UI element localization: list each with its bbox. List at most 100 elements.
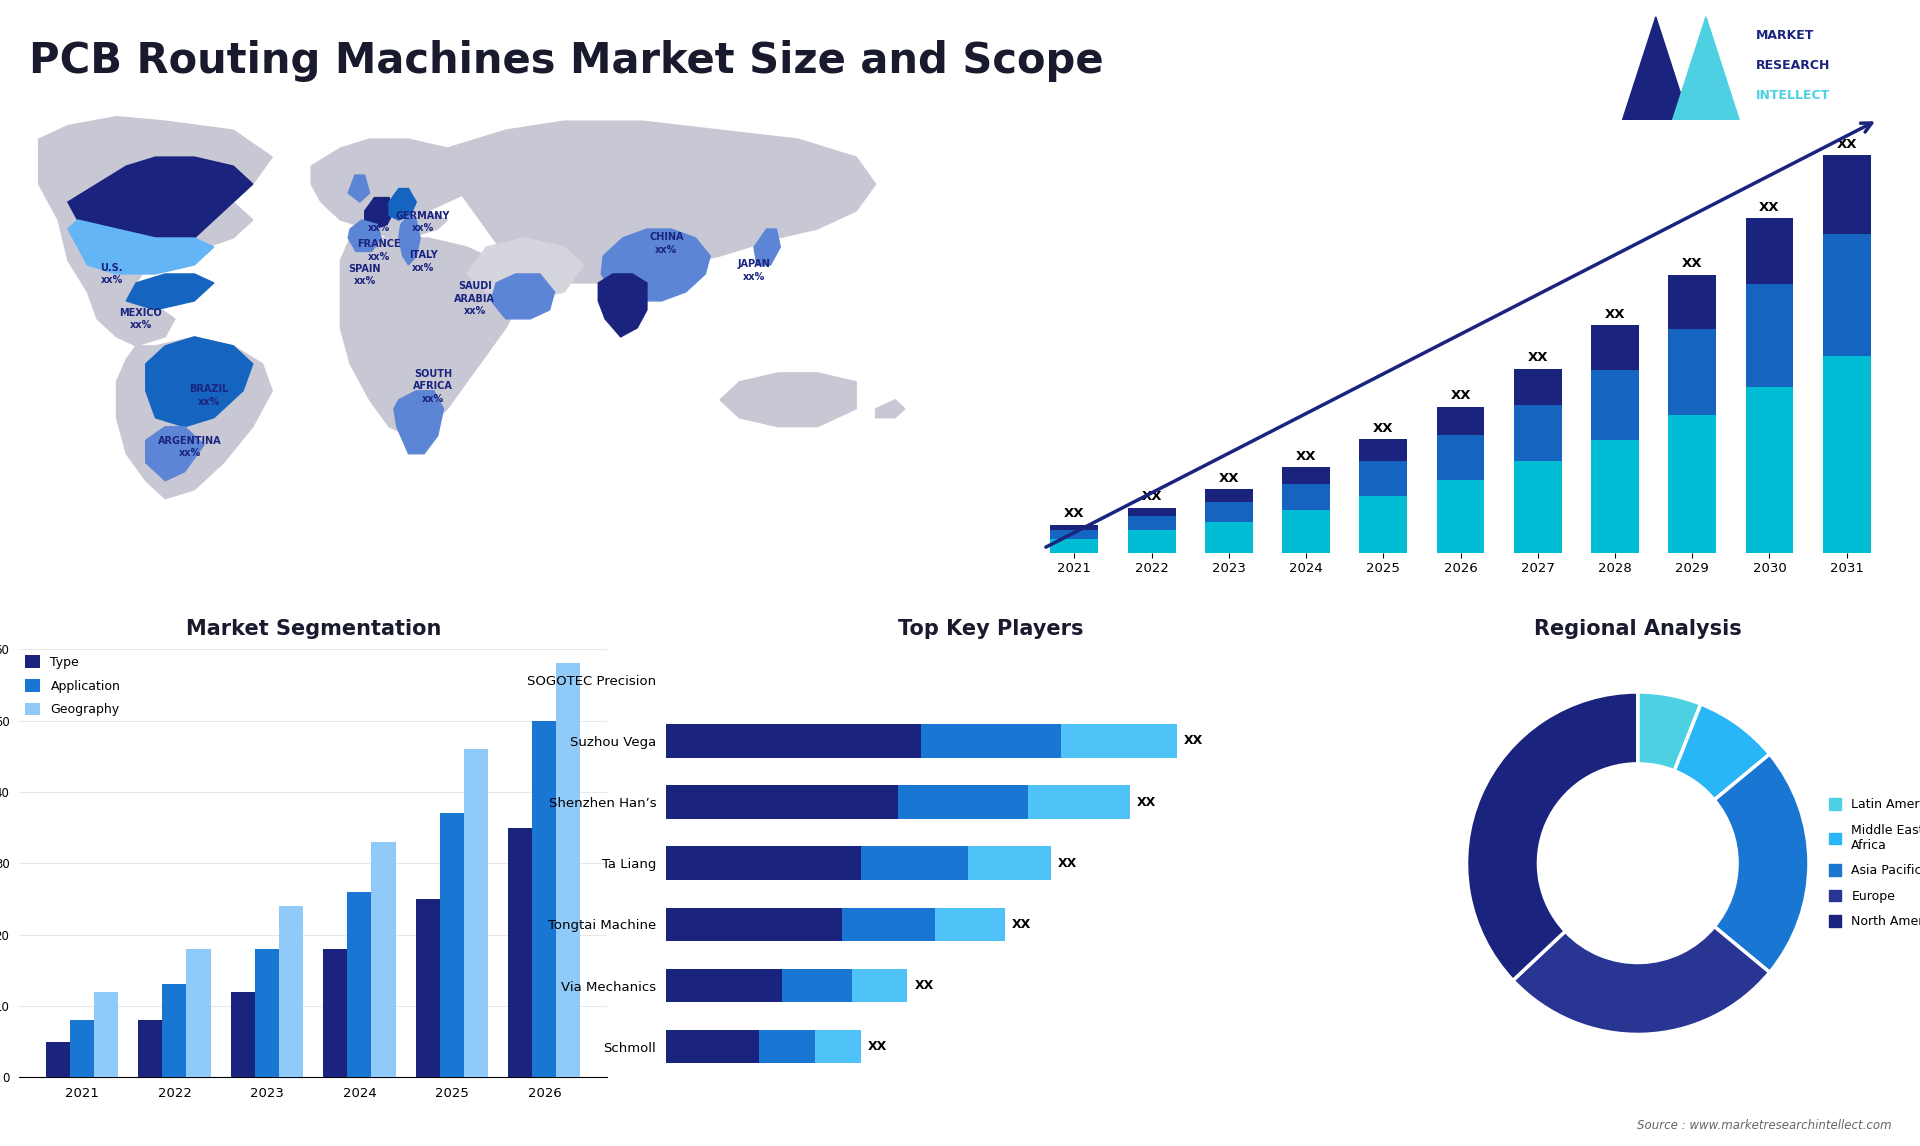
- Polygon shape: [1672, 17, 1740, 120]
- Text: CANADA
xx%: CANADA xx%: [127, 206, 173, 229]
- Text: ITALY
xx%: ITALY xx%: [409, 250, 438, 273]
- Polygon shape: [67, 220, 213, 274]
- Polygon shape: [599, 274, 647, 337]
- Text: XX: XX: [1450, 390, 1471, 402]
- Bar: [1283, 484, 1331, 510]
- Polygon shape: [876, 400, 904, 418]
- Bar: [1283, 466, 1331, 484]
- Polygon shape: [467, 238, 584, 301]
- Bar: [1359, 462, 1407, 496]
- Bar: [666, 1030, 758, 1063]
- Bar: [46, 1042, 69, 1077]
- Bar: [968, 847, 1052, 880]
- Polygon shape: [67, 157, 253, 238]
- Text: XX: XX: [1528, 352, 1548, 364]
- Text: XX: XX: [1605, 308, 1624, 321]
- Text: SAUDI
ARABIA
xx%: SAUDI ARABIA xx%: [455, 281, 495, 316]
- Text: XX: XX: [1682, 258, 1703, 270]
- Text: XX: XX: [1137, 795, 1156, 809]
- Bar: [1822, 356, 1870, 552]
- Bar: [1513, 369, 1561, 406]
- Bar: [94, 991, 117, 1077]
- Text: MARKET: MARKET: [1757, 30, 1814, 42]
- Text: INTELLECT: INTELLECT: [1757, 89, 1830, 102]
- Polygon shape: [447, 121, 876, 283]
- Text: XX: XX: [1012, 918, 1031, 931]
- Polygon shape: [117, 337, 273, 499]
- Wedge shape: [1715, 754, 1809, 972]
- Polygon shape: [127, 274, 213, 309]
- Text: JAPAN
xx%: JAPAN xx%: [737, 259, 770, 282]
- Bar: [666, 908, 843, 941]
- Bar: [666, 968, 781, 1003]
- Polygon shape: [601, 229, 710, 301]
- Bar: [1436, 479, 1484, 552]
- Polygon shape: [146, 337, 253, 426]
- Polygon shape: [399, 215, 420, 265]
- Bar: [899, 785, 1027, 819]
- Title: Market Segmentation: Market Segmentation: [186, 619, 442, 639]
- Wedge shape: [1513, 926, 1770, 1035]
- Bar: [348, 892, 371, 1077]
- Text: SOUTH
AFRICA
xx%: SOUTH AFRICA xx%: [413, 369, 453, 403]
- Bar: [278, 906, 303, 1077]
- Polygon shape: [492, 274, 555, 319]
- Bar: [417, 898, 440, 1077]
- Text: XX: XX: [1183, 735, 1202, 747]
- Bar: [1206, 489, 1252, 502]
- Legend: Type, Application, Geography: Type, Application, Geography: [25, 656, 121, 716]
- Text: XX: XX: [914, 979, 933, 992]
- Bar: [922, 724, 1060, 758]
- Text: PCB Routing Machines Market Size and Scope: PCB Routing Machines Market Size and Sco…: [29, 40, 1104, 83]
- Bar: [1127, 508, 1175, 516]
- Polygon shape: [348, 175, 369, 202]
- Bar: [532, 721, 557, 1077]
- Text: INDIA
xx%: INDIA xx%: [607, 288, 637, 309]
- Polygon shape: [394, 391, 444, 454]
- Text: XX: XX: [868, 1041, 887, 1053]
- Bar: [758, 1030, 814, 1063]
- Bar: [163, 984, 186, 1077]
- Bar: [666, 724, 922, 758]
- Text: XX: XX: [1373, 422, 1394, 434]
- Legend: Latin America, Middle East &
Africa, Asia Pacific, Europe, North America: Latin America, Middle East & Africa, Asi…: [1824, 793, 1920, 933]
- Wedge shape: [1638, 692, 1701, 771]
- Bar: [781, 968, 852, 1003]
- Text: XX: XX: [1058, 857, 1077, 870]
- Bar: [1127, 531, 1175, 552]
- Wedge shape: [1467, 692, 1638, 981]
- Bar: [1745, 284, 1793, 387]
- Bar: [860, 847, 968, 880]
- Text: GERMANY
xx%: GERMANY xx%: [396, 211, 451, 234]
- Text: XX: XX: [1064, 508, 1085, 520]
- Bar: [1592, 370, 1640, 440]
- Text: RESEARCH: RESEARCH: [1757, 60, 1830, 72]
- Bar: [1436, 407, 1484, 434]
- Text: XX: XX: [1140, 490, 1162, 503]
- Polygon shape: [755, 229, 780, 265]
- Bar: [465, 749, 488, 1077]
- Bar: [1206, 502, 1252, 521]
- Bar: [557, 664, 580, 1077]
- Bar: [1668, 329, 1716, 415]
- Bar: [230, 991, 255, 1077]
- Text: XX: XX: [1219, 472, 1238, 485]
- Bar: [1592, 440, 1640, 552]
- Text: FRANCE
xx%: FRANCE xx%: [357, 240, 401, 261]
- Bar: [138, 1020, 163, 1077]
- Polygon shape: [720, 372, 856, 426]
- Bar: [1060, 724, 1177, 758]
- Bar: [1668, 415, 1716, 552]
- Bar: [935, 908, 1004, 941]
- Bar: [186, 949, 211, 1077]
- Bar: [1206, 521, 1252, 552]
- Bar: [1359, 439, 1407, 462]
- Bar: [666, 847, 860, 880]
- Bar: [814, 1030, 860, 1063]
- Circle shape: [1538, 764, 1738, 963]
- Bar: [323, 949, 348, 1077]
- Polygon shape: [1622, 17, 1690, 120]
- Polygon shape: [348, 220, 382, 251]
- Title: Regional Analysis: Regional Analysis: [1534, 619, 1741, 639]
- Bar: [1822, 234, 1870, 356]
